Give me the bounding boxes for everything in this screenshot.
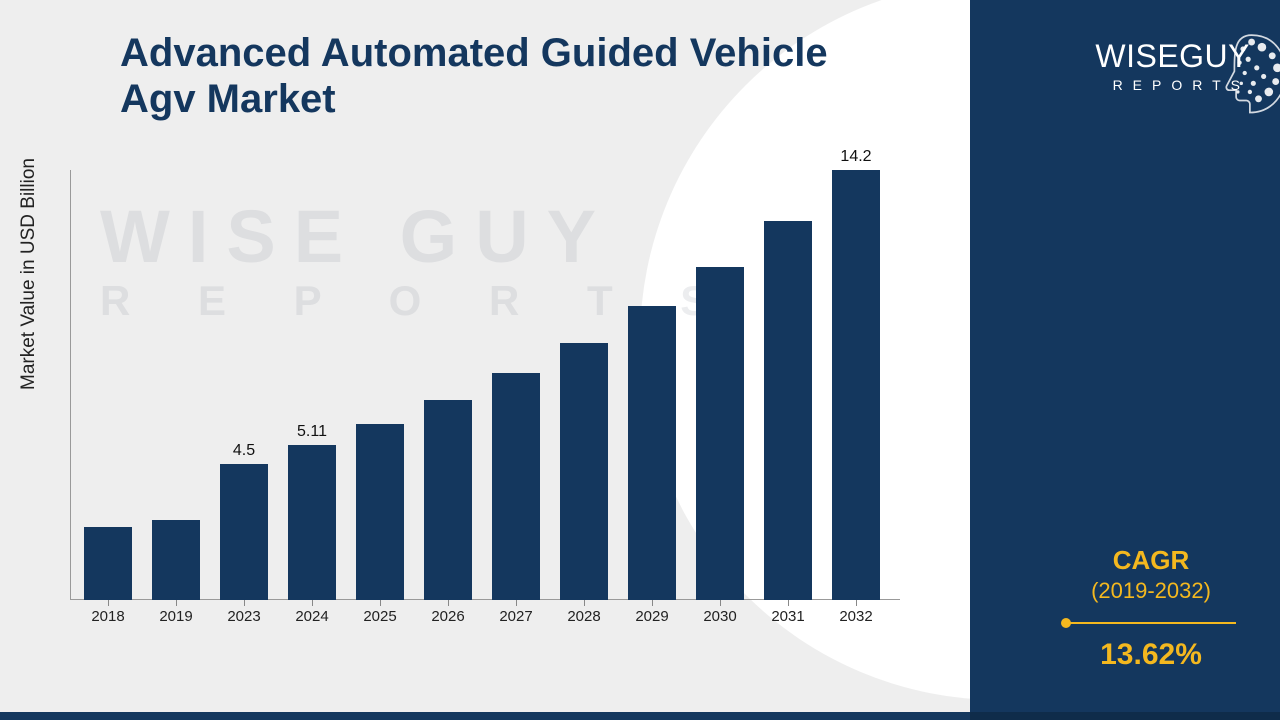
x-label: 2024: [295, 608, 328, 625]
bar-2028: [560, 343, 608, 600]
bar-slot-2024: 20245.11: [288, 445, 336, 600]
cagr-block: CAGR (2019-2032) 13.62%: [1022, 545, 1280, 672]
cagr-range: (2019-2032): [1022, 578, 1280, 604]
bar-2023: [220, 464, 268, 600]
x-label: 2023: [227, 608, 260, 625]
bar-2026: [424, 400, 472, 600]
x-tick: [856, 600, 857, 606]
cagr-value: 13.62%: [1022, 638, 1280, 672]
x-tick: [788, 600, 789, 606]
bar-slot-2030: 2030: [696, 267, 744, 600]
bar-value-label: 5.11: [297, 423, 327, 441]
chart-panel: Advanced Automated Guided Vehicle Agv Ma…: [0, 0, 970, 720]
x-tick: [108, 600, 109, 606]
x-tick: [652, 600, 653, 606]
chart-title: Advanced Automated Guided Vehicle Agv Ma…: [120, 30, 880, 122]
x-tick: [244, 600, 245, 606]
brand-block: WISEGUY REPORTS: [1095, 38, 1250, 93]
bar-2025: [356, 424, 404, 600]
y-axis-label: Market Value in USD Billion: [18, 158, 40, 390]
x-label: 2031: [771, 608, 804, 625]
x-tick: [312, 600, 313, 606]
bar-slot-2023: 20234.5: [220, 464, 268, 600]
bar-value-label: 14.2: [840, 148, 871, 166]
x-tick: [584, 600, 585, 606]
bar-slot-2029: 2029: [628, 306, 676, 600]
cagr-label: CAGR: [1022, 545, 1280, 576]
x-label: 2028: [567, 608, 600, 625]
bar-slot-2031: 2031: [764, 221, 812, 600]
x-label: 2032: [839, 608, 872, 625]
brand-line2: REPORTS: [1095, 77, 1250, 93]
bar-2029: [628, 306, 676, 600]
x-label: 2029: [635, 608, 668, 625]
bar-2024: [288, 445, 336, 600]
brand-word-wise: WISE: [1095, 38, 1179, 74]
bar-slot-2026: 2026: [424, 400, 472, 600]
x-label: 2019: [159, 608, 192, 625]
x-label: 2027: [499, 608, 532, 625]
bar-slot-2025: 2025: [356, 424, 404, 600]
bar-2027: [492, 373, 540, 600]
bar-2032: [832, 170, 880, 600]
x-label: 2026: [431, 608, 464, 625]
sidebar: WISEGUY REPORTS CAGR (2019-2032) 13.62%: [970, 0, 1280, 720]
x-tick: [176, 600, 177, 606]
bar-slot-2018: 2018: [84, 527, 132, 600]
bar-chart-plot: 2018 2019 20234.5 20245.11 2025 2026 2027 2028 2…: [70, 170, 900, 600]
bar-2018: [84, 527, 132, 600]
x-label: 2018: [91, 608, 124, 625]
brand-line1: WISEGUY: [1095, 38, 1250, 75]
x-label: 2025: [363, 608, 396, 625]
bar-slot-2032: 203214.2: [832, 170, 880, 600]
bar-2031: [764, 221, 812, 600]
x-label: 2030: [703, 608, 736, 625]
x-tick: [448, 600, 449, 606]
bar-slot-2019: 2019: [152, 520, 200, 600]
x-tick: [380, 600, 381, 606]
bar-slot-2027: 2027: [492, 373, 540, 600]
brand-word-guy: GUY: [1179, 38, 1250, 74]
x-tick: [720, 600, 721, 606]
bar-value-label: 4.5: [233, 442, 255, 460]
bottom-strip: [0, 712, 970, 720]
bar-2030: [696, 267, 744, 600]
bar-2019: [152, 520, 200, 600]
y-axis-line: [70, 170, 71, 600]
cagr-divider: [1066, 622, 1236, 624]
x-tick: [516, 600, 517, 606]
bar-slot-2028: 2028: [560, 343, 608, 600]
